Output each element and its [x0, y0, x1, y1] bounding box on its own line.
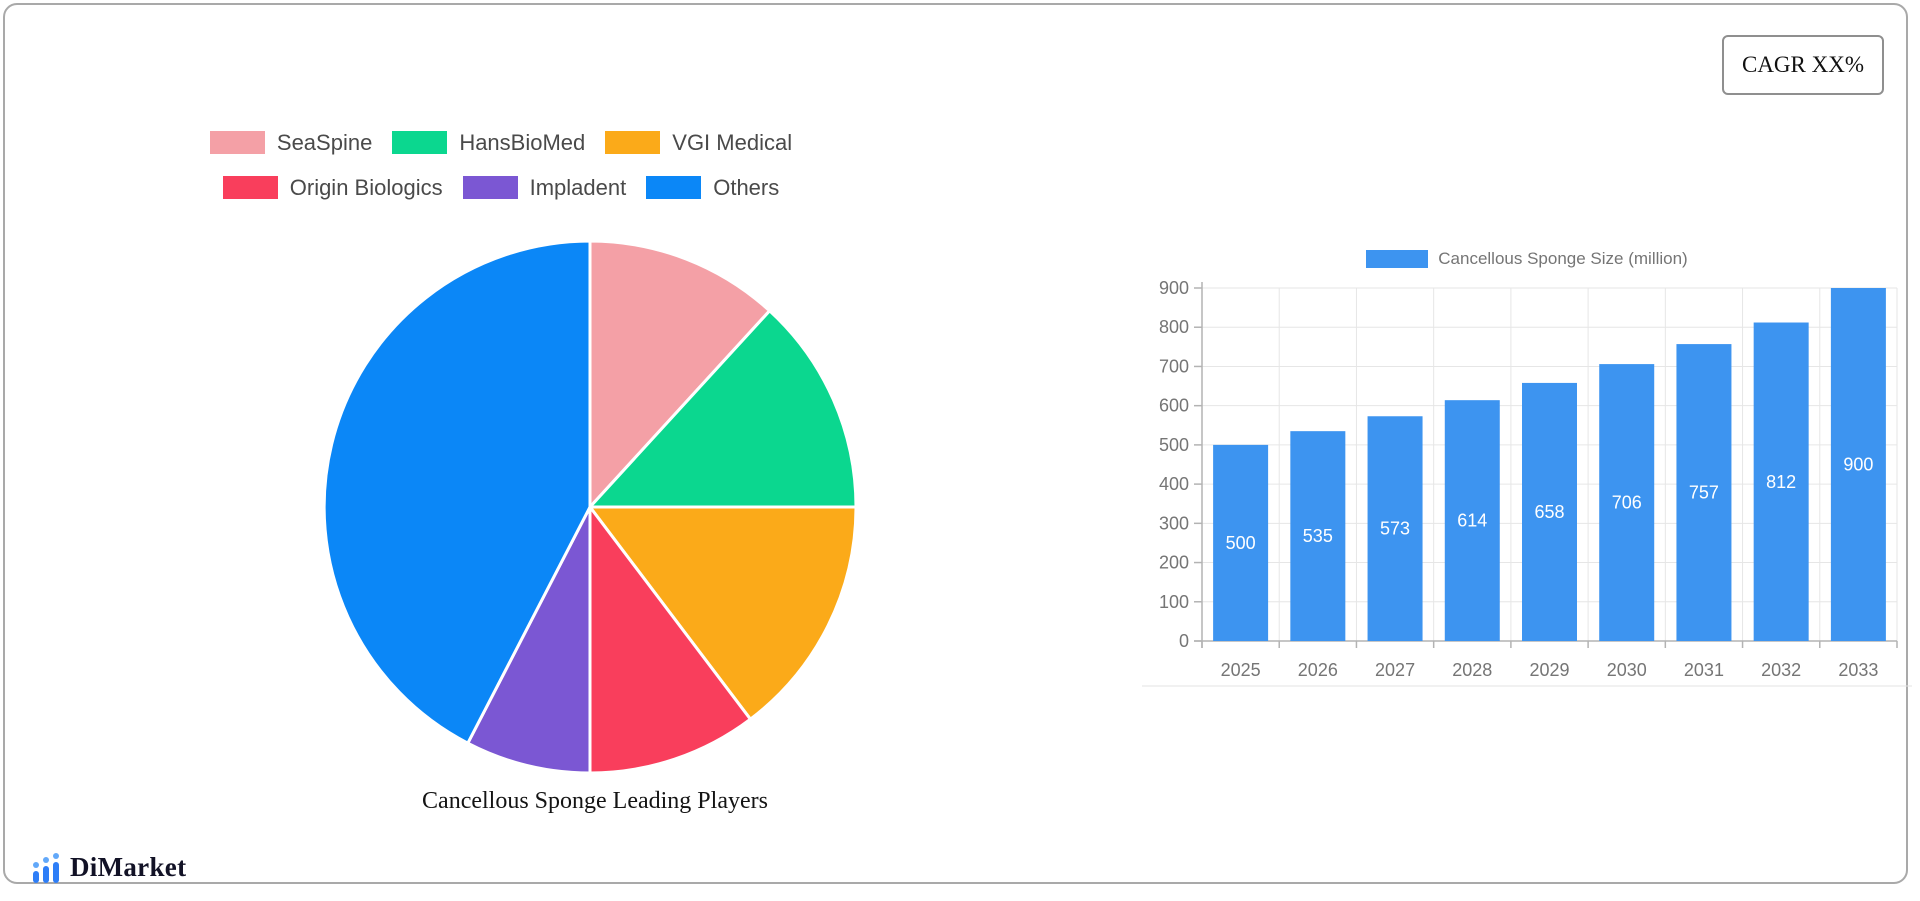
- legend-item-origin-biologics[interactable]: Origin Biologics: [222, 174, 443, 200]
- legend-item-vgi-medical[interactable]: VGI Medical: [605, 131, 792, 154]
- x-axis-label: 2033: [1838, 660, 1878, 680]
- pie-slice-others[interactable]: [322, 239, 592, 745]
- legend-swatch-origin-biologics: [222, 176, 278, 199]
- x-axis-label: 2025: [1221, 660, 1261, 680]
- bar-value-label: 535: [1303, 526, 1333, 546]
- bar-2030[interactable]: [1599, 364, 1655, 641]
- legend-label: VGI Medical: [672, 129, 793, 155]
- y-axis-label: 0: [1179, 631, 1189, 651]
- bar-value-label: 812: [1766, 472, 1796, 492]
- legend-item-impladent[interactable]: Impladent: [462, 174, 627, 200]
- pie-chart: [322, 239, 858, 775]
- x-axis-label: 2028: [1452, 660, 1492, 680]
- legend-label: Origin Biologics: [289, 174, 443, 200]
- x-axis-label: 2030: [1607, 660, 1647, 680]
- pie-slice-seaspine[interactable]: [588, 239, 772, 509]
- chart-card: CAGR XX% SeaSpine HansBioMed VGI Medical Or…: [3, 3, 1912, 884]
- y-axis-label: 900: [1159, 278, 1189, 298]
- pie-legend-row: SeaSpine HansBioMed VGI Medical: [209, 129, 792, 155]
- legend-swatch-vgi-medical: [605, 131, 661, 154]
- x-axis-label: 2031: [1684, 660, 1724, 680]
- y-axis-label: 500: [1159, 435, 1189, 455]
- pie-slice-origin-biologics[interactable]: [588, 505, 752, 775]
- brand-logo: DiMarket: [32, 851, 186, 883]
- bar-2027[interactable]: [1367, 416, 1423, 641]
- legend-item-seaspine[interactable]: SeaSpine: [209, 129, 373, 155]
- bar-value-label: 757: [1689, 483, 1719, 503]
- legend-label: Others: [713, 174, 780, 200]
- legend-item-others[interactable]: Others: [646, 176, 779, 199]
- y-axis-label: 800: [1159, 317, 1189, 337]
- y-axis-label: 400: [1159, 474, 1189, 494]
- bar-value-label: 706: [1612, 493, 1642, 513]
- pie-slice-hansbiomed[interactable]: [588, 309, 858, 509]
- bar-2029[interactable]: [1522, 382, 1577, 641]
- bar-legend-label: Cancellous Sponge Size (million): [1438, 249, 1688, 268]
- y-axis-label: 200: [1159, 553, 1189, 573]
- pie-slice-vgi-medical[interactable]: [588, 505, 858, 721]
- legend-swatch-others: [646, 176, 702, 199]
- bar-2025[interactable]: [1213, 444, 1269, 641]
- bar-value-label: 900: [1843, 455, 1873, 475]
- x-axis-label: 2027: [1375, 660, 1415, 680]
- bar-value-label: 658: [1534, 502, 1564, 522]
- pie-slice-impladent[interactable]: [466, 505, 592, 775]
- bar-chart-logo-icon: [33, 853, 59, 883]
- legend-item-hansbiomed[interactable]: HansBioMed: [392, 131, 585, 154]
- bar-legend-item[interactable]: Cancellous Sponge Size (million): [1142, 249, 1912, 269]
- y-axis-label: 700: [1159, 356, 1189, 376]
- bar-value-label: 500: [1226, 533, 1256, 553]
- bar-2032[interactable]: [1753, 322, 1809, 641]
- pie-legend-row: Origin Biologics Impladent Others: [222, 174, 779, 200]
- y-axis-label: 600: [1159, 396, 1189, 416]
- legend-swatch-hansbiomed: [392, 131, 448, 154]
- x-axis-label: 2029: [1529, 660, 1569, 680]
- bar-2028[interactable]: [1444, 400, 1500, 641]
- x-axis-label: 2026: [1298, 660, 1338, 680]
- bar-value-label: 614: [1457, 511, 1487, 531]
- legend-swatch-impladent: [462, 176, 518, 199]
- cagr-badge: CAGR XX%: [1722, 35, 1884, 95]
- legend-label: SeaSpine: [276, 129, 373, 155]
- legend-label: Impladent: [529, 174, 627, 200]
- bar-2026[interactable]: [1290, 431, 1346, 641]
- y-axis-label: 100: [1159, 592, 1189, 612]
- legend-swatch-seaspine: [209, 131, 265, 154]
- brand-name: DiMarket: [70, 851, 187, 882]
- pie-legend: SeaSpine HansBioMed VGI Medical Origin Biol…: [101, 131, 901, 199]
- bar-value-label: 573: [1380, 519, 1410, 539]
- bar-chart: 0 100 200 300 400 500 600 700 800 900 500 2025 535 20…: [1142, 278, 1912, 687]
- bar-legend-swatch: [1366, 250, 1429, 268]
- bar-2033[interactable]: [1830, 288, 1886, 641]
- legend-label: HansBioMed: [459, 129, 586, 155]
- y-axis-label: 300: [1159, 513, 1189, 533]
- bar-2031[interactable]: [1676, 344, 1732, 641]
- pie-chart-title: Cancellous Sponge Leading Players: [422, 788, 768, 814]
- x-axis-label: 2032: [1761, 660, 1801, 680]
